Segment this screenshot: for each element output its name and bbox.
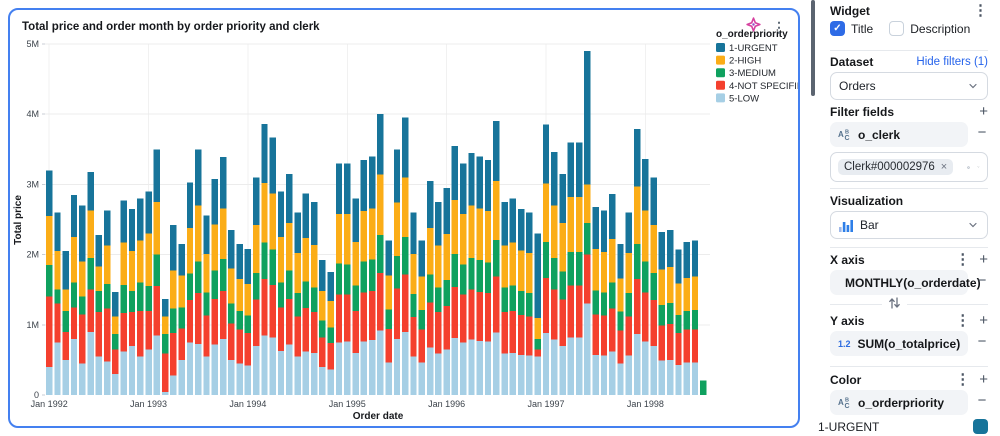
bar-chart-icon: [839, 219, 853, 232]
svg-text:4-NOT SPECIFIED: 4-NOT SPECIFIED: [729, 81, 798, 92]
remove-filter-field-button[interactable]: −: [977, 124, 987, 141]
color-section-label: Color: [830, 372, 862, 387]
filter-value-tag: Clerk#000002976 ×: [838, 159, 954, 175]
chevron-down-icon: [969, 83, 977, 89]
checkbox-unchecked-icon[interactable]: [889, 21, 905, 36]
dataset-select-value: Orders: [839, 79, 876, 93]
remove-color-field-button[interactable]: −: [977, 392, 987, 409]
widget-settings-sidebar: Widget ⋮ ✓ Title Description Dataset Hid…: [811, 0, 1000, 436]
svg-text:4M: 4M: [26, 109, 39, 119]
chart-menu-kebab-icon[interactable]: ⋮: [772, 19, 786, 35]
svg-text:C: C: [845, 403, 850, 409]
x-axis-field-pill[interactable]: MONTHLY(o_orderdate): [830, 270, 981, 295]
color-menu-kebab-icon[interactable]: ⋮: [955, 371, 971, 388]
title-checkbox-label: Title: [851, 21, 874, 36]
color-legend-row: 1-URGENT: [818, 419, 988, 434]
svg-text:5M: 5M: [26, 39, 39, 49]
filter-fields-section-label: Filter fields: [830, 104, 895, 119]
svg-text:A: A: [838, 130, 844, 139]
chevron-down-icon: [977, 166, 980, 168]
svg-text:0: 0: [34, 390, 39, 400]
svg-text:A: A: [838, 398, 844, 407]
svg-text:Jan 1998: Jan 1998: [627, 399, 664, 409]
ai-sparkle-icon[interactable]: [746, 17, 761, 37]
color-field-name: o_orderpriority: [858, 395, 945, 410]
dataset-section-label: Dataset: [830, 55, 874, 69]
svg-text:2-HIGH: 2-HIGH: [729, 56, 761, 67]
divider: [830, 366, 988, 367]
svg-text:B: B: [845, 398, 849, 404]
svg-text:3M: 3M: [26, 179, 39, 189]
svg-text:Order date: Order date: [353, 411, 404, 422]
color-legend-item-label: 1-URGENT: [818, 419, 880, 434]
x-axis-section-label: X axis: [830, 252, 865, 267]
svg-text:1-URGENT: 1-URGENT: [729, 43, 778, 54]
color-field-pill[interactable]: A B C o_orderpriority: [830, 390, 968, 415]
filter-value-tag-label: Clerk#000002976: [844, 161, 935, 173]
svg-text:Total price: Total price: [13, 195, 24, 245]
remove-y-axis-field-button[interactable]: −: [977, 333, 987, 350]
clear-all-icon[interactable]: [967, 161, 971, 174]
description-checkbox-label: Description: [910, 21, 971, 36]
hide-filters-link[interactable]: Hide filters (1): [916, 56, 988, 68]
y-axis-field-pill[interactable]: 1.2 SUM(o_totalprice): [830, 331, 968, 356]
svg-text:Jan 1993: Jan 1993: [130, 399, 167, 409]
svg-text:C: C: [845, 135, 850, 141]
x-axis-menu-kebab-icon[interactable]: ⋮: [955, 251, 971, 268]
svg-text:Jan 1996: Jan 1996: [428, 399, 465, 409]
chevron-down-icon: [969, 222, 977, 228]
svg-text:5-LOW: 5-LOW: [729, 93, 759, 104]
x-axis-field-name: MONTHLY(o_orderdate): [845, 275, 981, 290]
add-x-axis-plus-icon[interactable]: +: [979, 251, 988, 268]
svg-text:o_orderpriority: o_orderpriority: [716, 29, 788, 40]
svg-text:2M: 2M: [26, 250, 39, 260]
svg-text:Jan 1997: Jan 1997: [527, 399, 564, 409]
svg-text:Jan 1995: Jan 1995: [329, 399, 366, 409]
divider: [830, 188, 988, 189]
visualization-section-label: Visualization: [830, 194, 904, 208]
svg-text:Jan 1992: Jan 1992: [31, 399, 68, 409]
add-color-plus-icon[interactable]: +: [979, 371, 988, 388]
text-field-type-icon: A B C: [838, 130, 850, 142]
remove-x-axis-field-button[interactable]: −: [977, 272, 987, 289]
svg-text:Jan 1994: Jan 1994: [229, 399, 266, 409]
color-swatch-1-urgent[interactable]: [973, 419, 988, 434]
widget-menu-kebab-icon[interactable]: ⋮: [973, 2, 988, 19]
tag-remove-icon[interactable]: ×: [940, 161, 948, 173]
stacked-bar-chart: 0 1M 2M 3M 4M 5M Jan 1992 Jan 1993 Jan 1994 Jan 1…: [13, 29, 798, 422]
filter-field-name: o_clerk: [858, 127, 901, 142]
number-field-type-icon: 1.2: [838, 338, 851, 349]
svg-text:B: B: [845, 130, 849, 136]
dataset-select[interactable]: Orders: [830, 72, 988, 100]
filter-value-select[interactable]: Clerk#000002976 ×: [830, 152, 988, 182]
chart-widget-card[interactable]: Total price and order month by order pri…: [8, 8, 800, 428]
sidebar-scrollbar[interactable]: [811, 0, 815, 96]
y-axis-menu-kebab-icon[interactable]: ⋮: [955, 312, 971, 329]
description-checkbox[interactable]: Description: [889, 21, 970, 36]
title-checkbox[interactable]: ✓ Title: [830, 21, 873, 36]
visualization-select-value: Bar: [860, 218, 879, 232]
add-y-axis-plus-icon[interactable]: +: [979, 312, 988, 329]
y-axis-section-label: Y axis: [830, 313, 865, 328]
filter-field-pill[interactable]: A B C o_clerk: [830, 122, 968, 147]
chart-title: Total price and order month by order pri…: [22, 21, 320, 33]
y-axis-field-name: SUM(o_totalprice): [857, 336, 961, 351]
divider: [830, 247, 988, 248]
svg-text:1M: 1M: [26, 320, 39, 330]
add-filter-plus-icon[interactable]: +: [979, 103, 988, 120]
widget-section-label: Widget: [830, 3, 870, 18]
text-field-type-icon: A B C: [838, 398, 850, 410]
divider: [830, 50, 988, 51]
visualization-select[interactable]: Bar: [830, 211, 988, 239]
checkbox-checked-icon[interactable]: ✓: [830, 21, 845, 36]
svg-text:3-MEDIUM: 3-MEDIUM: [729, 68, 776, 79]
divider: [830, 304, 988, 305]
swap-axes-icon[interactable]: [881, 296, 907, 315]
